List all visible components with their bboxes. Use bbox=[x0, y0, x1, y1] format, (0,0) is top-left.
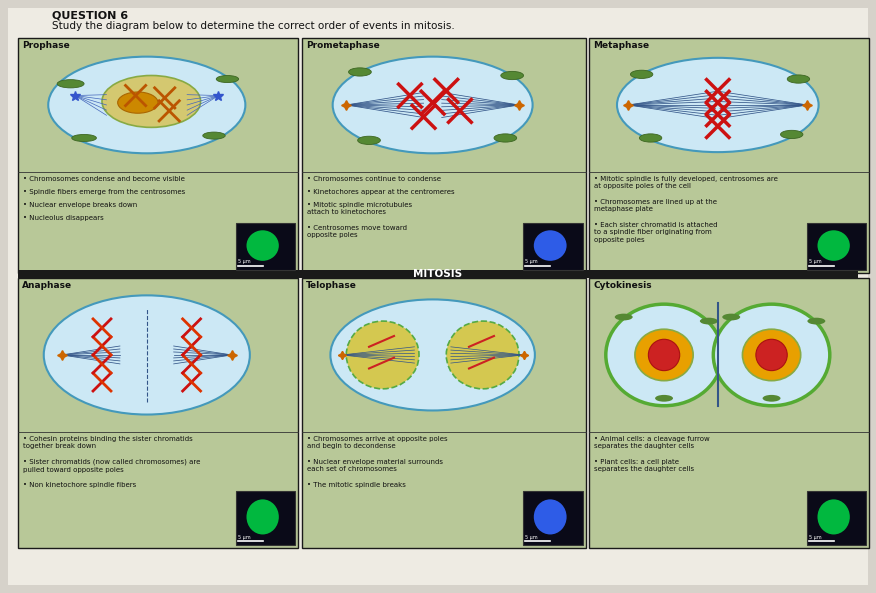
Ellipse shape bbox=[102, 75, 201, 127]
Ellipse shape bbox=[788, 75, 809, 83]
Ellipse shape bbox=[246, 230, 279, 261]
Text: • Sister chromatids (now called chromosomes) are
pulled toward opposite poles: • Sister chromatids (now called chromoso… bbox=[23, 459, 201, 473]
Ellipse shape bbox=[723, 314, 740, 320]
Text: Prometaphase: Prometaphase bbox=[306, 41, 380, 50]
Bar bbox=[589, 38, 869, 273]
Text: • Cohesin proteins binding the sister chromatids
together break down: • Cohesin proteins binding the sister ch… bbox=[23, 436, 193, 449]
Ellipse shape bbox=[346, 321, 419, 389]
Text: Cytokinesis: Cytokinesis bbox=[593, 281, 652, 290]
Bar bbox=[237, 491, 295, 545]
Ellipse shape bbox=[246, 499, 279, 534]
Circle shape bbox=[648, 339, 680, 371]
Ellipse shape bbox=[763, 395, 781, 401]
Text: 5 μm: 5 μm bbox=[526, 534, 538, 540]
Ellipse shape bbox=[631, 70, 653, 78]
Bar bbox=[302, 278, 586, 548]
Text: 5 μm: 5 μm bbox=[238, 260, 251, 264]
Ellipse shape bbox=[635, 329, 693, 381]
Circle shape bbox=[756, 339, 788, 371]
Text: • Plant cells: a cell plate
separates the daughter cells: • Plant cells: a cell plate separates th… bbox=[594, 459, 694, 473]
Text: • Spindle fibers emerge from the centrosomes: • Spindle fibers emerge from the centros… bbox=[23, 189, 185, 195]
Ellipse shape bbox=[615, 314, 632, 320]
Ellipse shape bbox=[639, 134, 661, 142]
Ellipse shape bbox=[713, 304, 830, 406]
Bar bbox=[18, 270, 858, 278]
Text: Anaphase: Anaphase bbox=[22, 281, 72, 290]
Ellipse shape bbox=[349, 68, 371, 76]
Text: 5 μm: 5 μm bbox=[809, 260, 822, 264]
Ellipse shape bbox=[817, 230, 850, 261]
Bar bbox=[807, 223, 866, 270]
Bar bbox=[18, 278, 298, 548]
Ellipse shape bbox=[655, 395, 673, 401]
Text: Prophase: Prophase bbox=[22, 41, 70, 50]
Ellipse shape bbox=[333, 57, 533, 154]
Ellipse shape bbox=[203, 132, 225, 139]
Ellipse shape bbox=[494, 134, 517, 142]
Ellipse shape bbox=[781, 130, 803, 139]
Ellipse shape bbox=[72, 135, 96, 142]
Text: Study the diagram below to determine the correct order of events in mitosis.: Study the diagram below to determine the… bbox=[52, 21, 455, 31]
Text: • Kinetochores appear at the centromeres: • Kinetochores appear at the centromeres bbox=[307, 189, 455, 195]
Bar bbox=[237, 223, 295, 270]
Text: • Nucleolus disappears: • Nucleolus disappears bbox=[23, 215, 103, 221]
Ellipse shape bbox=[117, 92, 158, 113]
Text: • Animal cells: a cleavage furrow
separates the daughter cells: • Animal cells: a cleavage furrow separa… bbox=[594, 436, 710, 449]
Text: Metaphase: Metaphase bbox=[593, 41, 649, 50]
Ellipse shape bbox=[501, 71, 524, 79]
Text: 5 μm: 5 μm bbox=[238, 534, 251, 540]
Text: 5 μm: 5 μm bbox=[809, 534, 822, 540]
Text: MITOSIS: MITOSIS bbox=[413, 269, 463, 279]
Text: Telophase: Telophase bbox=[306, 281, 357, 290]
Bar bbox=[807, 491, 866, 545]
Text: • Chromosomes are lined up at the
metaphase plate: • Chromosomes are lined up at the metaph… bbox=[594, 199, 717, 212]
Ellipse shape bbox=[533, 499, 567, 534]
Bar bbox=[302, 38, 586, 273]
Bar bbox=[18, 38, 298, 273]
Text: • Non kinetochore spindle fibers: • Non kinetochore spindle fibers bbox=[23, 482, 137, 488]
Ellipse shape bbox=[808, 318, 825, 324]
Text: QUESTION 6: QUESTION 6 bbox=[52, 11, 128, 21]
Text: • Chromosomes condense and become visible: • Chromosomes condense and become visibl… bbox=[23, 176, 185, 182]
Text: • Mitotic spindle is fully developed, centrosomes are
at opposite poles of the c: • Mitotic spindle is fully developed, ce… bbox=[594, 176, 778, 189]
Ellipse shape bbox=[357, 136, 380, 145]
Text: • Centrosomes move toward
opposite poles: • Centrosomes move toward opposite poles bbox=[307, 225, 407, 238]
Text: • Each sister chromatid is attached
to a spindle fiber originating from
opposite: • Each sister chromatid is attached to a… bbox=[594, 222, 717, 243]
Ellipse shape bbox=[44, 295, 250, 415]
Ellipse shape bbox=[216, 75, 238, 82]
Ellipse shape bbox=[743, 329, 801, 381]
Text: • The mitotic spindle breaks: • The mitotic spindle breaks bbox=[307, 482, 406, 488]
Bar bbox=[523, 223, 583, 270]
Ellipse shape bbox=[617, 58, 818, 152]
Text: • Chromosomes continue to condense: • Chromosomes continue to condense bbox=[307, 176, 441, 182]
Bar bbox=[523, 491, 583, 545]
Text: 5 μm: 5 μm bbox=[526, 260, 538, 264]
Bar bbox=[589, 278, 869, 548]
Text: • Nuclear envelope breaks down: • Nuclear envelope breaks down bbox=[23, 202, 138, 208]
Text: • Mitotic spindle microtubules
attach to kinetochores: • Mitotic spindle microtubules attach to… bbox=[307, 202, 412, 215]
Ellipse shape bbox=[700, 318, 717, 324]
Text: • Chromosomes arrive at opposite poles
and begin to decondense: • Chromosomes arrive at opposite poles a… bbox=[307, 436, 448, 449]
Ellipse shape bbox=[817, 499, 850, 534]
Ellipse shape bbox=[606, 304, 723, 406]
Ellipse shape bbox=[57, 79, 84, 88]
Ellipse shape bbox=[533, 230, 567, 261]
Ellipse shape bbox=[48, 57, 245, 154]
Ellipse shape bbox=[330, 299, 535, 410]
Text: • Nuclear envelope material surrounds
each set of chromosomes: • Nuclear envelope material surrounds ea… bbox=[307, 459, 443, 473]
Ellipse shape bbox=[446, 321, 519, 389]
